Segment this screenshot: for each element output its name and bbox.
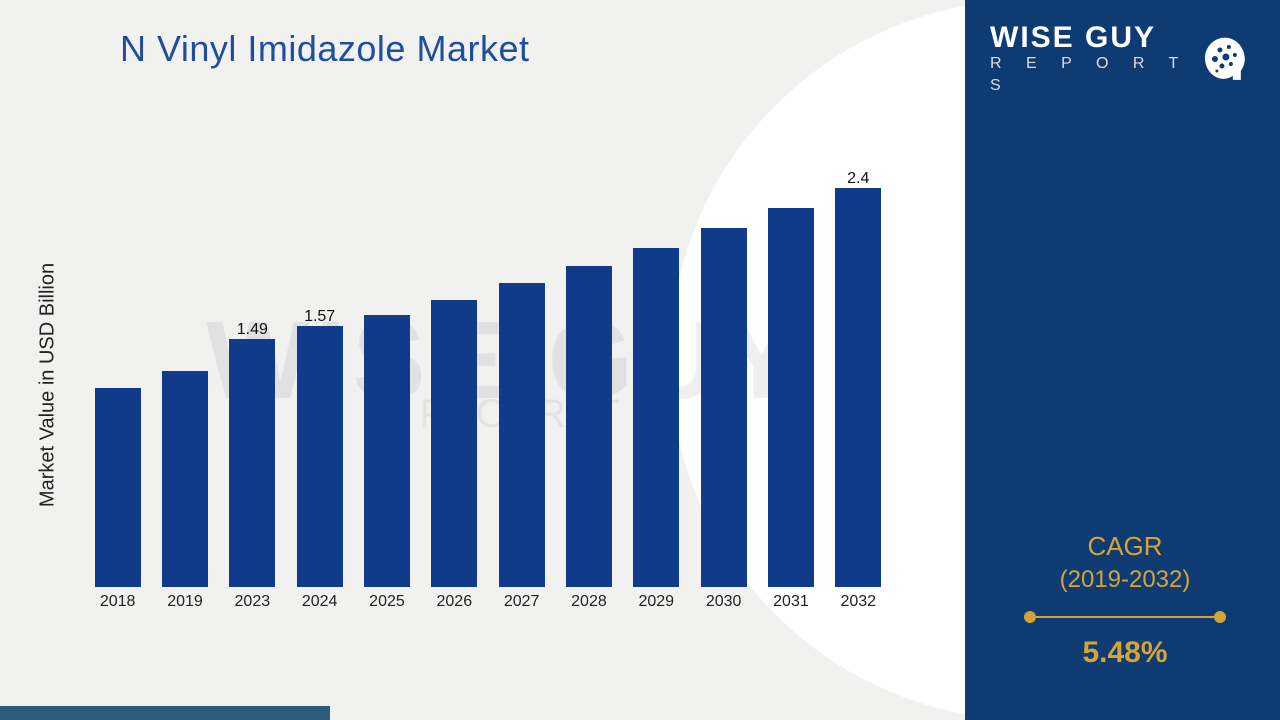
footer-accent-bar [0, 706, 330, 720]
bar-column: 1.49 [219, 155, 286, 587]
bar-column [488, 155, 555, 587]
x-tick-label: 2019 [151, 587, 218, 615]
bar [364, 315, 410, 587]
bar-column [690, 155, 757, 587]
brand-head-icon [1200, 31, 1250, 89]
x-tick-label: 2018 [84, 587, 151, 615]
x-tick-label: 2023 [219, 587, 286, 615]
x-tick-label: 2027 [488, 587, 555, 615]
bar-value-label: 1.57 [304, 308, 335, 326]
x-tick-label: 2028 [555, 587, 622, 615]
brand-line2: R E P O R T S [990, 53, 1190, 98]
infographic-stage: WISE GUY REPORTS N Vinyl Imidazole Marke… [0, 0, 1280, 720]
bar [95, 388, 141, 587]
bar-chart: Market Value in USD Billion 1.491.572.4 … [48, 155, 898, 615]
bar-column: 1.57 [286, 155, 353, 587]
bar [701, 228, 747, 587]
cagr-label: CAGR [1000, 531, 1250, 562]
bar [633, 248, 679, 587]
bars-container: 1.49 1.57 2.4 [78, 155, 898, 587]
bar-column [555, 155, 622, 587]
bar-value-label: 1.49 [237, 321, 268, 339]
x-tick-label: 2024 [286, 587, 353, 615]
x-tick-label: 2031 [757, 587, 824, 615]
cagr-block: CAGR (2019-2032) 5.48% [1000, 531, 1250, 670]
cagr-divider [1030, 616, 1220, 618]
bar [566, 266, 612, 587]
bar [431, 300, 477, 587]
bar-column [151, 155, 218, 587]
bar [229, 339, 275, 587]
x-axis: 2018201920232024202520262027202820292030… [78, 587, 898, 615]
plot-area: 1.49 1.57 2.4 [78, 155, 898, 587]
x-tick-label: 2030 [690, 587, 757, 615]
cagr-value: 5.48% [1000, 636, 1250, 670]
brand-text: WISE GUY R E P O R T S [990, 23, 1190, 98]
bar [162, 371, 208, 587]
y-axis-label: Market Value in USD Billion [37, 263, 60, 507]
brand-line1: WISE GUY [990, 23, 1190, 53]
bar-column [84, 155, 151, 587]
x-tick-label: 2025 [353, 587, 420, 615]
bar [499, 283, 545, 587]
bar-column: 2.4 [825, 155, 892, 587]
x-tick-label: 2029 [623, 587, 690, 615]
bar [835, 188, 881, 587]
x-tick-label: 2032 [825, 587, 892, 615]
x-tick-label: 2026 [421, 587, 488, 615]
bar-column [421, 155, 488, 587]
bar-column [623, 155, 690, 587]
bar-column [757, 155, 824, 587]
bar-column [353, 155, 420, 587]
bar [768, 208, 814, 587]
chart-title: N Vinyl Imidazole Market [120, 28, 529, 70]
brand-logo: WISE GUY R E P O R T S [990, 20, 1250, 100]
bar [297, 326, 343, 587]
bar-value-label: 2.4 [847, 170, 869, 188]
cagr-period: (2019-2032) [1000, 566, 1250, 594]
